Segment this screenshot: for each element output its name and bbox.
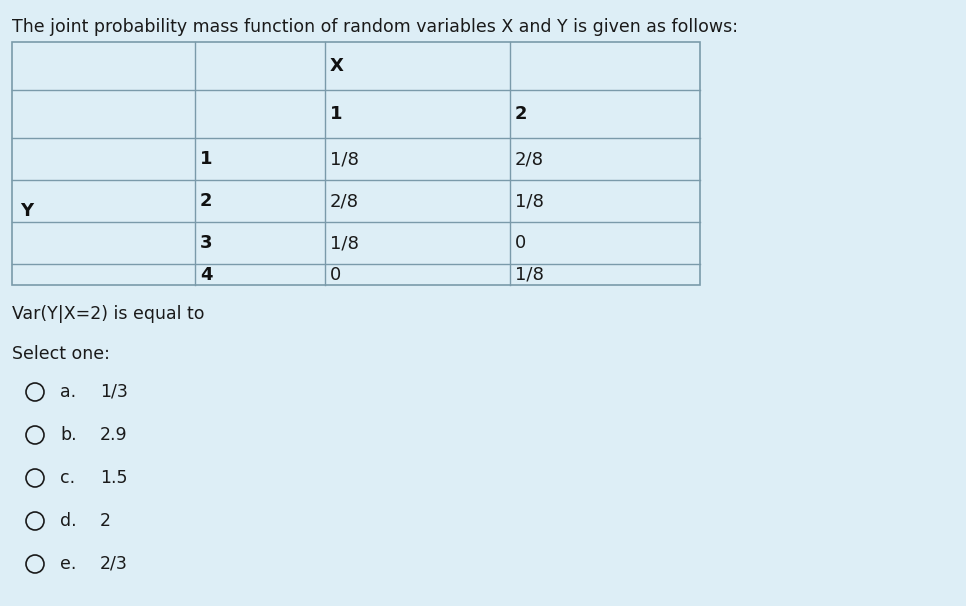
Text: 2/3: 2/3 <box>100 555 128 573</box>
Text: Y: Y <box>20 202 33 221</box>
Text: 2: 2 <box>200 192 213 210</box>
Text: 1: 1 <box>330 105 343 123</box>
Text: e.: e. <box>60 555 76 573</box>
Text: 1/8: 1/8 <box>330 150 359 168</box>
Text: 0: 0 <box>515 234 526 252</box>
Text: 1/8: 1/8 <box>515 192 544 210</box>
Text: 2.9: 2.9 <box>100 426 128 444</box>
Text: Select one:: Select one: <box>12 345 110 363</box>
Text: c.: c. <box>60 469 75 487</box>
Bar <box>12 42 700 285</box>
Text: 3: 3 <box>200 234 213 252</box>
Text: 1.5: 1.5 <box>100 469 128 487</box>
Text: 1/8: 1/8 <box>515 265 544 284</box>
Text: X: X <box>330 57 344 75</box>
Text: 2/8: 2/8 <box>515 150 544 168</box>
Text: 0: 0 <box>330 265 341 284</box>
Text: b.: b. <box>60 426 76 444</box>
Text: a.: a. <box>60 383 76 401</box>
Text: 4: 4 <box>200 265 213 284</box>
Text: 1/3: 1/3 <box>100 383 128 401</box>
Text: 2: 2 <box>515 105 527 123</box>
Text: d.: d. <box>60 512 76 530</box>
Text: The joint probability mass function of random variables X and Y is given as foll: The joint probability mass function of r… <box>12 18 738 36</box>
Text: 1/8: 1/8 <box>330 234 359 252</box>
Text: 2/8: 2/8 <box>330 192 359 210</box>
Text: Var(Y|X=2) is equal to: Var(Y|X=2) is equal to <box>12 305 205 323</box>
Text: 2: 2 <box>100 512 111 530</box>
Text: 1: 1 <box>200 150 213 168</box>
